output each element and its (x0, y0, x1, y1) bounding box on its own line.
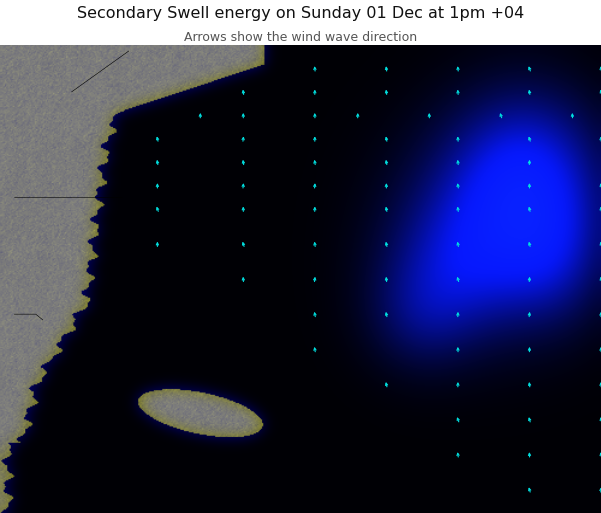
Text: Arrows show the wind wave direction: Arrows show the wind wave direction (184, 30, 417, 44)
Text: Secondary Swell energy on Sunday 01 Dec at 1pm +04: Secondary Swell energy on Sunday 01 Dec … (77, 6, 524, 21)
